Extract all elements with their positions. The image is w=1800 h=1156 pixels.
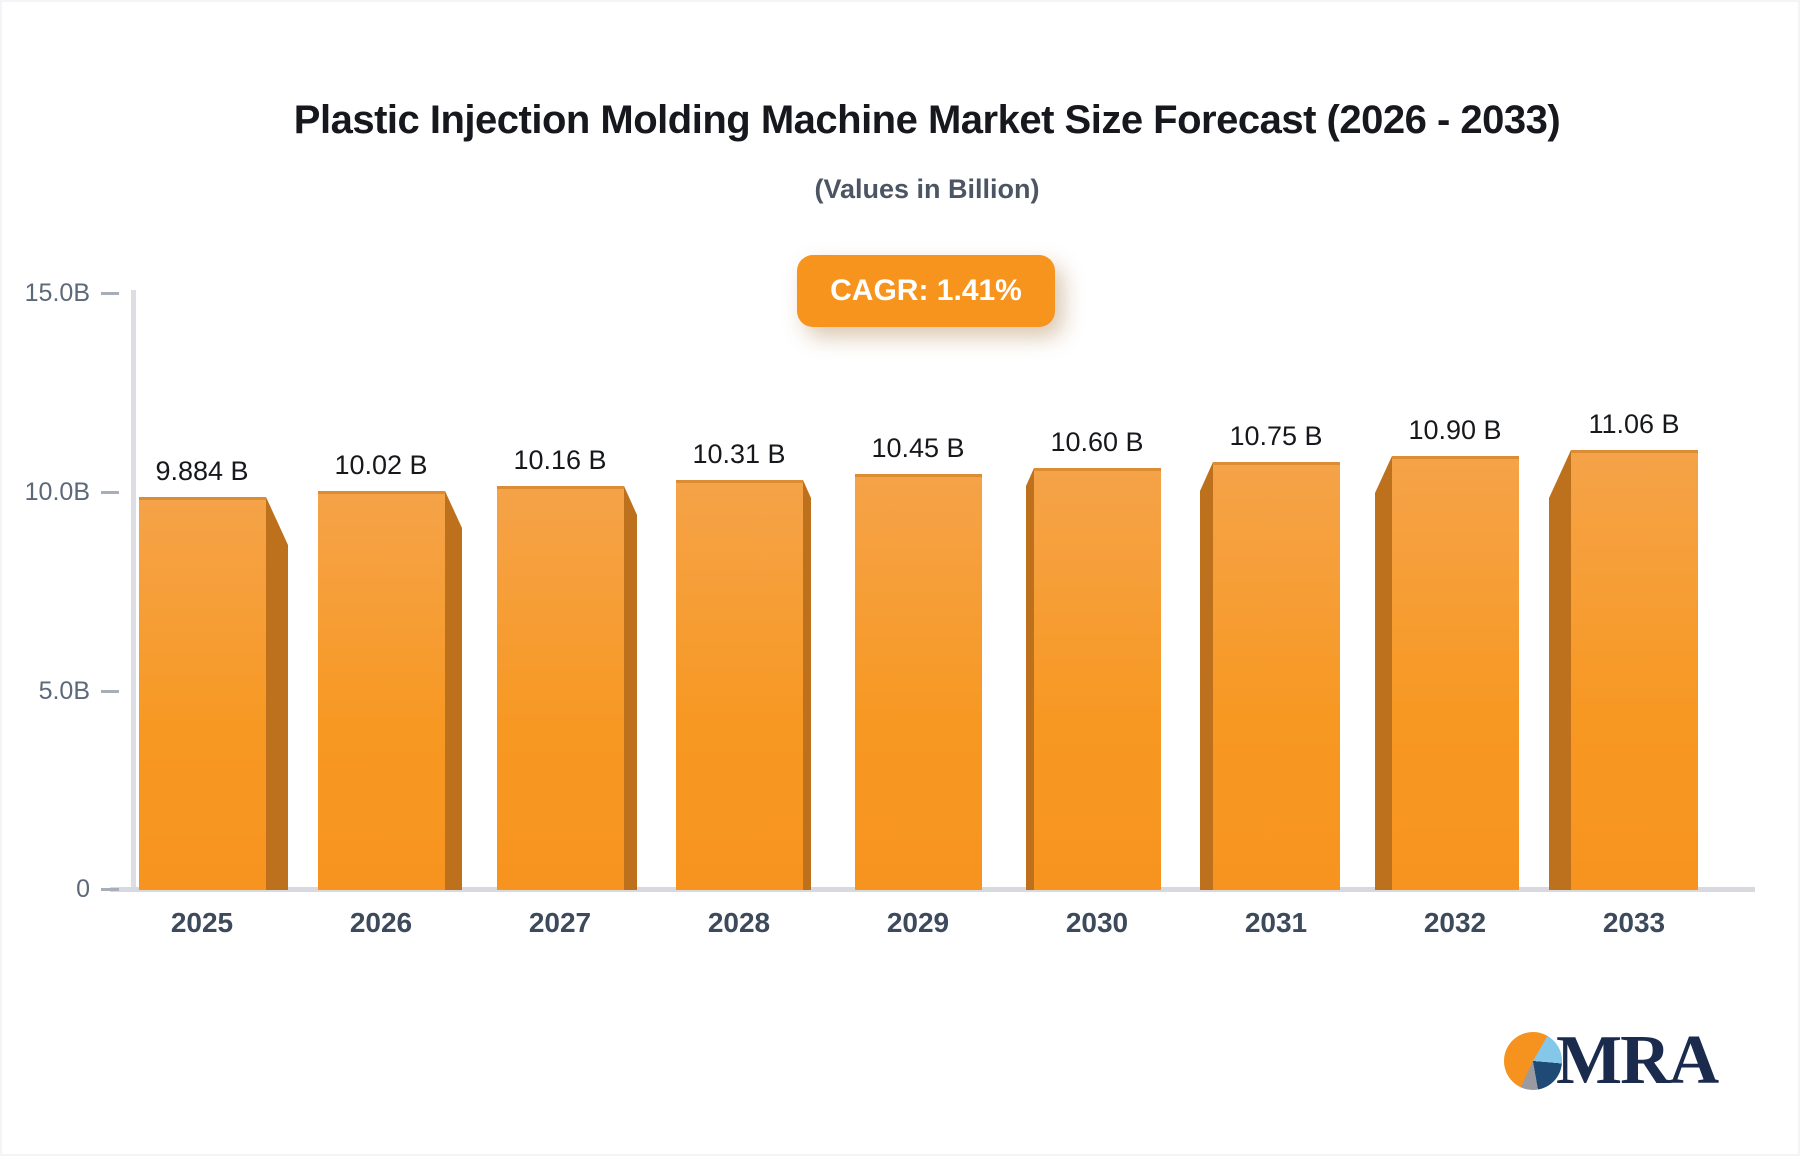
bar-value-label: 10.02 B bbox=[334, 450, 428, 480]
bar-value-label: 10.16 B bbox=[513, 445, 607, 475]
bar-face bbox=[676, 480, 803, 890]
bar-2033 bbox=[1549, 450, 1698, 890]
bar-2025 bbox=[139, 497, 288, 890]
y-tick-5 bbox=[101, 690, 119, 693]
bar-value-label: 10.45 B bbox=[871, 433, 965, 463]
bar-face bbox=[1571, 450, 1698, 890]
x-axis-label-2028: 2028 bbox=[707, 907, 771, 938]
bar-2031 bbox=[1200, 462, 1340, 890]
bar-side-3d bbox=[1200, 462, 1213, 890]
x-axis-label-2027: 2027 bbox=[528, 907, 592, 938]
chart-subtitle: (Values in Billion) bbox=[814, 174, 1040, 204]
bar-face bbox=[1034, 468, 1161, 890]
bar-face bbox=[318, 491, 445, 890]
x-axis-label-2025: 2025 bbox=[170, 907, 234, 938]
bar-face bbox=[855, 474, 982, 890]
y-tick-0 bbox=[101, 888, 119, 891]
bar-value-label: 11.06 B bbox=[1588, 409, 1680, 439]
bar-side-3d bbox=[803, 480, 811, 890]
bar-value-label: 10.31 B bbox=[692, 439, 786, 469]
y-tick-label-15: 15.0B bbox=[24, 279, 90, 307]
bar-2029 bbox=[855, 474, 982, 890]
bar-2028 bbox=[676, 480, 811, 890]
logo-text: MRA bbox=[1556, 1022, 1719, 1099]
y-axis-line bbox=[131, 290, 136, 891]
bar-value-label: 10.60 B bbox=[1050, 427, 1144, 457]
y-tick-label-10: 10.0B bbox=[24, 478, 90, 506]
bar-side-3d bbox=[624, 486, 637, 890]
bar-2026 bbox=[318, 491, 462, 890]
bar-2032 bbox=[1375, 456, 1519, 890]
bar-2030 bbox=[1026, 468, 1161, 890]
bar-side-3d bbox=[1375, 456, 1392, 890]
pie-chart-logo-icon bbox=[1504, 1032, 1562, 1090]
y-tick-label-5: 5.0B bbox=[38, 677, 90, 705]
bar-face bbox=[497, 486, 624, 890]
bar-side-3d bbox=[445, 491, 462, 890]
bar-2027 bbox=[497, 486, 637, 890]
mra-logo: MRA bbox=[1504, 1022, 1719, 1099]
bar-side-3d bbox=[1549, 450, 1571, 890]
bar-side-3d bbox=[1026, 468, 1034, 890]
bar-face bbox=[1392, 456, 1519, 890]
y-tick-label-0: 0 bbox=[76, 875, 90, 903]
bar-value-label: 9.884 B bbox=[155, 456, 249, 486]
chart-title: Plastic Injection Molding Machine Market… bbox=[293, 98, 1561, 142]
bar-value-label: 10.75 B bbox=[1229, 421, 1323, 451]
cagr-badge-label: CAGR: 1.41% bbox=[830, 274, 1022, 307]
bar-face bbox=[1213, 462, 1340, 890]
y-tick-10 bbox=[101, 491, 119, 494]
bar-side-3d bbox=[266, 497, 288, 890]
x-axis-label-2029: 2029 bbox=[886, 907, 950, 938]
x-axis-label-2033: 2033 bbox=[1602, 907, 1666, 938]
cagr-badge: CAGR: 1.41% bbox=[797, 255, 1055, 327]
plot-area: 9.884 B 10.02 B 10.16 B 10.31 B 10.45 B 10.60… bbox=[133, 292, 1755, 890]
bar-value-label: 10.90 B bbox=[1408, 415, 1502, 445]
x-axis-label-2030: 2030 bbox=[1065, 907, 1129, 938]
y-tick-15 bbox=[101, 292, 119, 295]
x-axis-label-2032: 2032 bbox=[1423, 907, 1487, 938]
x-axis-label-2026: 2026 bbox=[349, 907, 413, 938]
x-axis-label-2031: 2031 bbox=[1244, 907, 1308, 938]
bar-face bbox=[139, 497, 266, 890]
